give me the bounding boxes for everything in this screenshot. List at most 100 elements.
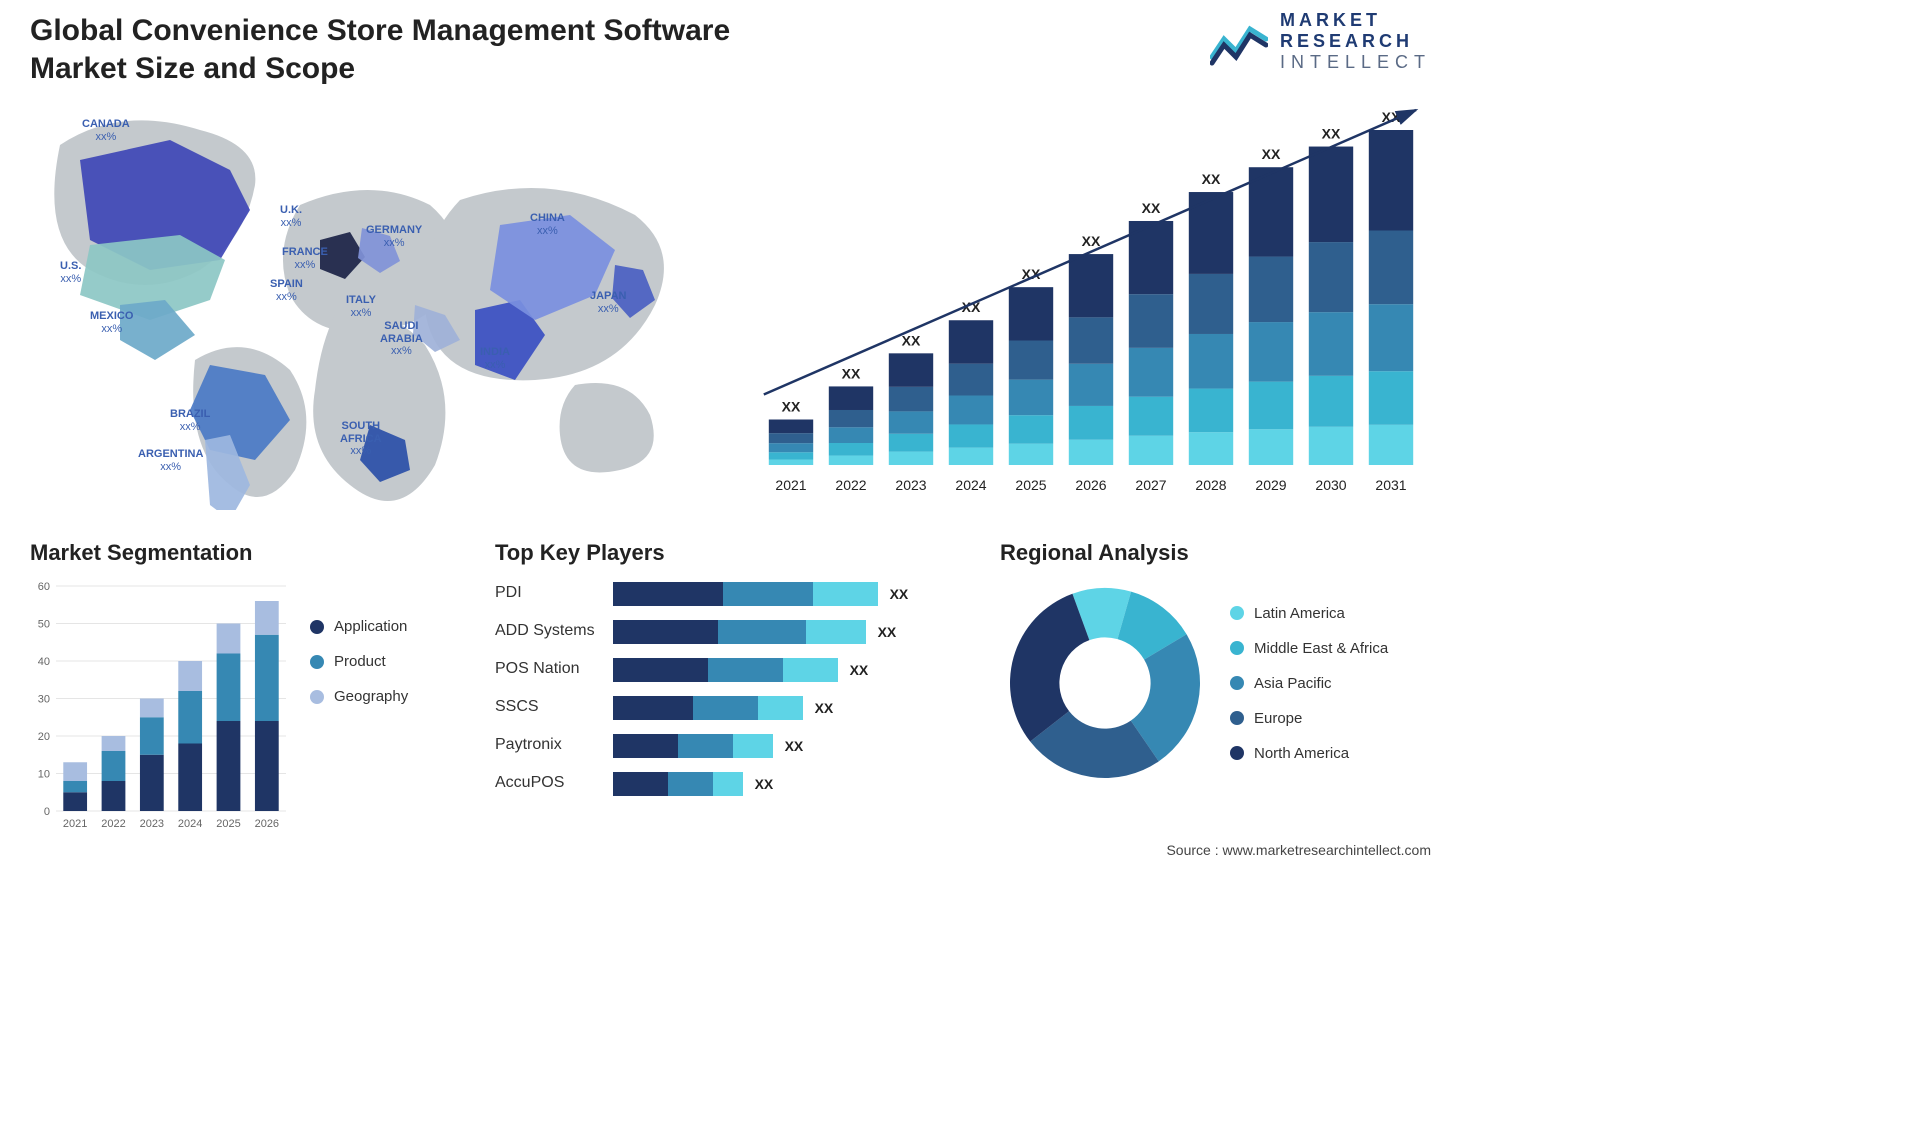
players-title: Top Key Players (495, 540, 965, 566)
logo-text-1: MARKET (1280, 10, 1431, 31)
legend-label: Middle East & Africa (1254, 640, 1388, 657)
svg-text:50: 50 (38, 619, 50, 631)
legend-item: Middle East & Africa (1230, 640, 1388, 657)
player-name: ADD Systems (495, 622, 595, 640)
svg-text:XX: XX (1082, 233, 1101, 249)
legend-swatch-icon (310, 690, 324, 704)
legend-swatch-icon (310, 620, 324, 634)
map-label: ITALYxx% (346, 294, 376, 319)
svg-text:2025: 2025 (216, 818, 240, 830)
svg-text:30: 30 (38, 694, 50, 706)
player-bar-segment (613, 696, 693, 720)
logo-text-3: INTELLECT (1280, 52, 1431, 73)
svg-text:2028: 2028 (1195, 477, 1226, 493)
svg-text:XX: XX (1322, 126, 1341, 142)
player-bar-segment (783, 658, 838, 682)
legend-item: Geography (310, 688, 408, 705)
svg-text:40: 40 (38, 656, 50, 668)
brand-logo: MARKET RESEARCH INTELLECT (1210, 10, 1431, 73)
player-name: POS Nation (495, 660, 595, 678)
svg-text:10: 10 (38, 769, 50, 781)
legend-item: North America (1230, 745, 1388, 762)
regional-title: Regional Analysis (1000, 540, 1440, 566)
player-name: SSCS (495, 698, 595, 716)
player-bar (613, 658, 838, 682)
segmentation-block: Market Segmentation 01020304050602021202… (30, 540, 470, 833)
player-bar-row: XX (613, 582, 965, 606)
svg-text:2026: 2026 (1075, 477, 1106, 493)
svg-text:2023: 2023 (895, 477, 926, 493)
player-bar-segment (668, 772, 713, 796)
legend-item: Europe (1230, 710, 1388, 727)
player-name: AccuPOS (495, 774, 595, 792)
player-bar-segment (733, 734, 773, 758)
svg-text:XX: XX (1202, 171, 1221, 187)
player-bar-segment (613, 582, 723, 606)
svg-text:XX: XX (842, 365, 861, 381)
map-label: GERMANYxx% (366, 224, 422, 249)
svg-text:2024: 2024 (955, 477, 986, 493)
map-label: CHINAxx% (530, 212, 565, 237)
segmentation-chart: 0102030405060202120222023202420252026 (30, 578, 290, 833)
map-label: SOUTHAFRICAxx% (340, 420, 382, 458)
svg-text:2030: 2030 (1315, 477, 1346, 493)
player-name: PDI (495, 584, 595, 602)
svg-text:2022: 2022 (835, 477, 866, 493)
page-title: Global Convenience Store Management Soft… (30, 12, 790, 87)
regional-donut (1000, 578, 1210, 788)
map-label: FRANCExx% (282, 246, 328, 271)
player-bar-segment (678, 734, 733, 758)
player-value: XX (890, 586, 909, 602)
player-bar-segment (713, 772, 743, 796)
player-bar-row: XX (613, 658, 965, 682)
legend-label: Latin America (1254, 605, 1345, 622)
main-forecast-chart: XX2021XX2022XX2023XX2024XX2025XX2026XX20… (751, 100, 1431, 500)
player-bar-segment (723, 582, 813, 606)
map-label: ARGENTINAxx% (138, 448, 203, 473)
player-value: XX (815, 700, 834, 716)
legend-label: Geography (334, 688, 408, 705)
player-bar (613, 734, 773, 758)
map-label: U.S.xx% (60, 260, 81, 285)
player-bar-segment (613, 658, 708, 682)
player-bar-segment (613, 734, 678, 758)
players-block: Top Key Players PDI ADD Systems POS Nation… (495, 540, 965, 796)
player-value: XX (785, 738, 804, 754)
player-bar (613, 620, 866, 644)
svg-text:2031: 2031 (1375, 477, 1406, 493)
svg-text:0: 0 (44, 806, 50, 818)
player-bar-segment (718, 620, 806, 644)
svg-text:XX: XX (902, 332, 921, 348)
segmentation-legend: ApplicationProductGeography (310, 578, 408, 833)
player-bar-segment (806, 620, 866, 644)
player-bar-row: XX (613, 696, 965, 720)
svg-text:2023: 2023 (140, 818, 164, 830)
player-bar-segment (613, 772, 668, 796)
legend-label: Europe (1254, 710, 1302, 727)
player-bar-segment (708, 658, 783, 682)
svg-text:2021: 2021 (775, 477, 806, 493)
legend-swatch-icon (310, 655, 324, 669)
player-bar (613, 582, 878, 606)
svg-text:2022: 2022 (101, 818, 125, 830)
svg-text:2025: 2025 (1015, 477, 1046, 493)
svg-text:20: 20 (38, 731, 50, 743)
player-bar-row: XX (613, 772, 965, 796)
legend-item: Application (310, 618, 408, 635)
player-bar (613, 696, 803, 720)
source-label: Source : www.marketresearchintellect.com (1166, 842, 1431, 858)
map-label: MEXICOxx% (90, 310, 133, 335)
player-bar (613, 772, 743, 796)
legend-swatch-icon (1230, 606, 1244, 620)
player-value: XX (850, 662, 869, 678)
player-bar-segment (813, 582, 878, 606)
legend-swatch-icon (1230, 676, 1244, 690)
svg-text:XX: XX (1262, 146, 1281, 162)
legend-swatch-icon (1230, 711, 1244, 725)
map-label: SPAINxx% (270, 278, 303, 303)
map-label: SAUDIARABIAxx% (380, 320, 423, 358)
svg-text:2024: 2024 (178, 818, 202, 830)
svg-text:2021: 2021 (63, 818, 87, 830)
map-label: JAPANxx% (590, 290, 626, 315)
player-bar-segment (613, 620, 718, 644)
